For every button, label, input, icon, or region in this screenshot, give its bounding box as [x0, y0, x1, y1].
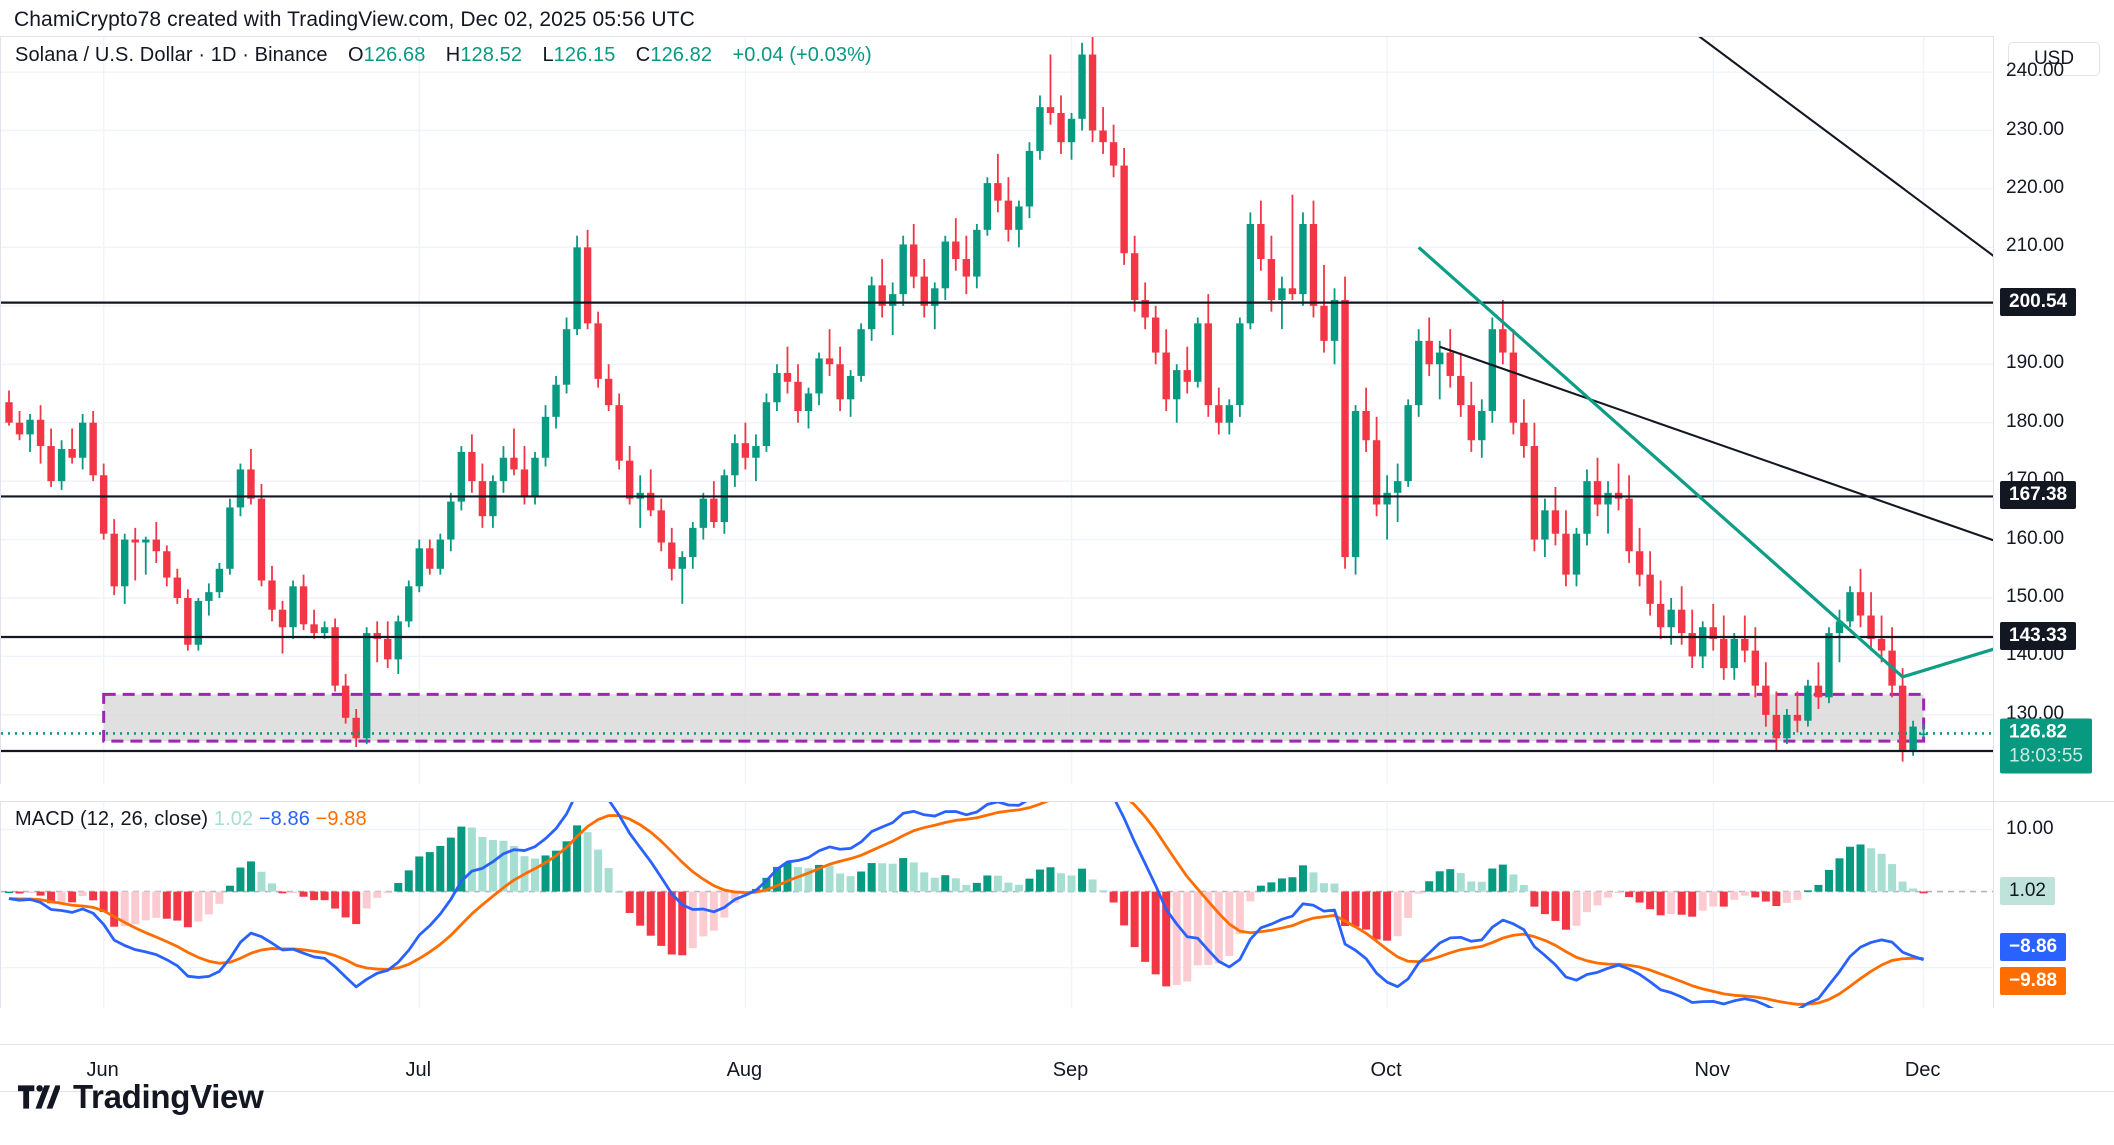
tradingview-logo-icon — [18, 1085, 60, 1109]
legend-sep-1: · — [198, 44, 206, 66]
price-tick-240-00: 240.00 — [2006, 60, 2065, 82]
attribution-text: ChamiCrypto78 created with TradingView.c… — [14, 8, 695, 31]
last-price-badge: 126.82 18:03:55 — [2000, 718, 2092, 774]
time-label-dec: Dec — [1904, 1059, 1941, 1081]
macd-chart-canvas — [1, 802, 1993, 1008]
macd-value-badge: −8.86 — [2000, 932, 2067, 961]
legend-low-label: L — [542, 44, 554, 66]
price-tick-190-00: 190.00 — [2006, 352, 2065, 374]
time-label-sep: Sep — [1052, 1059, 1089, 1081]
price-tick-210-00: 210.00 — [2006, 235, 2065, 257]
macd-legend-signal: −9.88 — [315, 808, 367, 830]
legend-change: +0.04 (+0.03%) — [732, 44, 872, 66]
time-label-jun: Jun — [86, 1059, 119, 1081]
price-level-167: 167.38 — [2000, 481, 2077, 510]
legend-open-value: 126.68 — [363, 44, 426, 66]
macd-pane[interactable]: MACD (12, 26, close) 1.02 −8.86 −9.88 — [0, 801, 1993, 1008]
legend-exchange[interactable]: Binance — [254, 44, 328, 66]
legend-sep-2: · — [242, 44, 249, 66]
price-legend: Solana / U.S. Dollar · 1D · Binance O126… — [15, 44, 872, 67]
macd-legend: MACD (12, 26, close) 1.02 −8.86 −9.88 — [15, 808, 367, 831]
legend-interval[interactable]: 1D — [210, 44, 237, 66]
macd-signal-badge: −9.88 — [2000, 966, 2067, 995]
last-price-value: 126.82 — [2009, 721, 2068, 743]
macd-hist-badge: 1.02 — [2000, 876, 2055, 905]
price-tick-220-00: 220.00 — [2006, 176, 2065, 198]
currency-badge[interactable]: USD — [2008, 42, 2100, 76]
legend-symbol[interactable]: Solana / U.S. Dollar — [15, 44, 193, 66]
time-label-aug: Aug — [726, 1059, 763, 1081]
axis-divider — [1994, 801, 2114, 802]
macd-tick-10: 10.00 — [2006, 817, 2054, 839]
price-tick-130-00: 130.00 — [2006, 702, 2065, 724]
macd-legend-title[interactable]: MACD (12, 26, close) — [15, 808, 209, 830]
time-label-oct: Oct — [1370, 1059, 1402, 1081]
legend-high-value: 128.52 — [460, 44, 523, 66]
bar-countdown: 18:03:55 — [2009, 745, 2083, 767]
price-level-200: 200.54 — [2000, 287, 2077, 316]
legend-low-value: 126.15 — [553, 44, 616, 66]
legend-open-label: O — [347, 44, 364, 66]
legend-close-label: C — [635, 44, 651, 66]
legend-high-label: H — [445, 44, 461, 66]
time-label-nov: Nov — [1694, 1059, 1731, 1081]
chart-frame: Solana / U.S. Dollar · 1D · Binance O126… — [0, 36, 2114, 1092]
legend-close-value: 126.82 — [650, 44, 713, 66]
time-axis[interactable]: Jun Jul Aug Sep Oct Nov Dec — [0, 1044, 2114, 1092]
tradingview-wordmark: TradingView — [73, 1078, 264, 1115]
price-chart-canvas — [1, 37, 1993, 784]
price-tick-230-00: 230.00 — [2006, 118, 2065, 140]
price-tick-150-00: 150.00 — [2006, 586, 2065, 607]
macd-legend-macd: −8.86 — [258, 808, 310, 830]
tradingview-footer: TradingView — [18, 1078, 264, 1116]
price-axis[interactable]: USD 240.00 230.00 220.00 210.00 190.00 180.00… — [1993, 36, 2114, 1008]
time-label-jul: Jul — [405, 1059, 432, 1081]
price-tick-180-00: 180.00 — [2006, 410, 2065, 432]
price-tick-160-00: 160.00 — [2006, 527, 2065, 549]
macd-legend-hist: 1.02 — [213, 808, 254, 830]
price-pane[interactable]: Solana / U.S. Dollar · 1D · Binance O126… — [0, 36, 1993, 784]
price-level-143: 143.33 — [2000, 621, 2077, 650]
